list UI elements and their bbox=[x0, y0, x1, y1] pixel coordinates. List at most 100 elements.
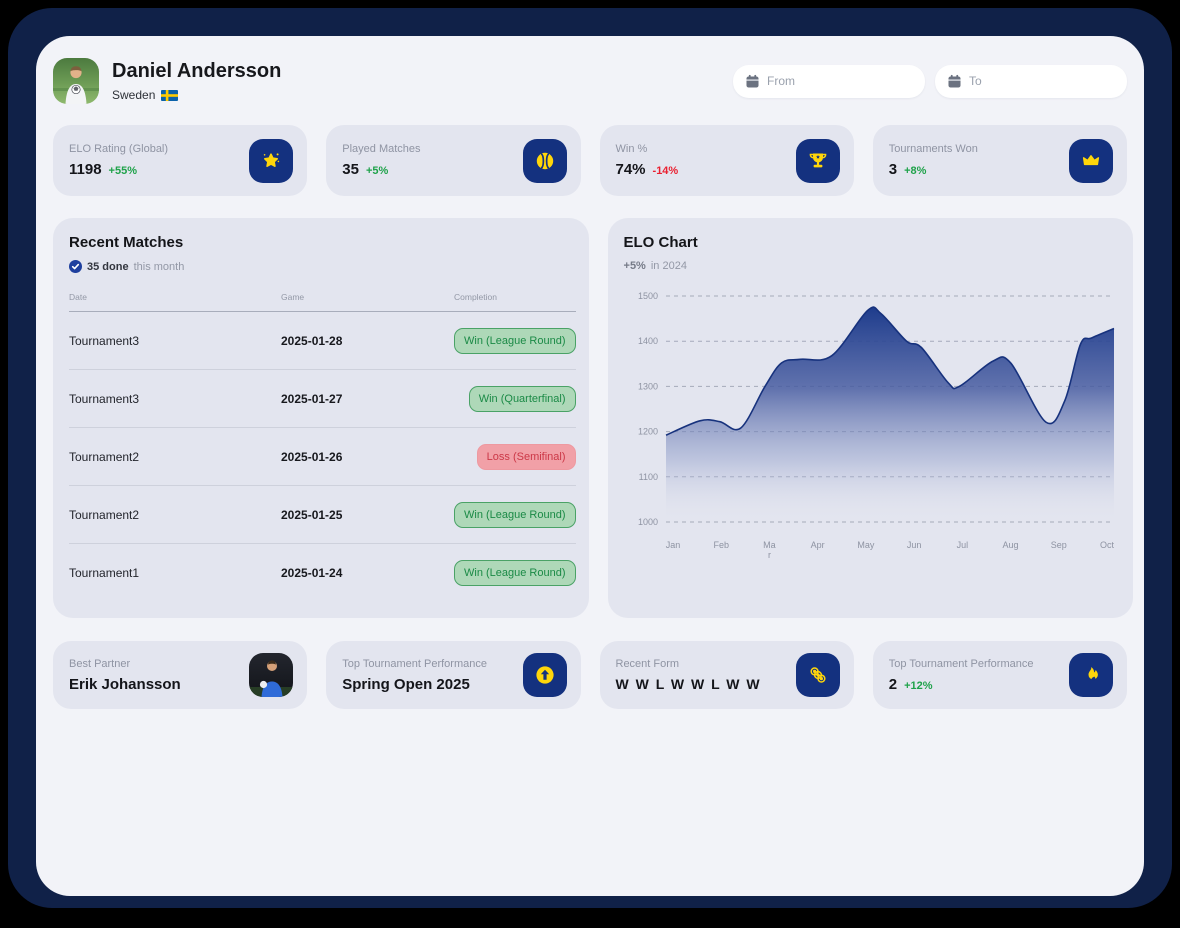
card-label: Best Partner bbox=[69, 657, 131, 670]
match-name: Tournament3 bbox=[69, 391, 140, 406]
stat-value: 35 bbox=[342, 161, 359, 178]
svg-text:Jan: Jan bbox=[665, 540, 680, 550]
arrow-up-circle-icon bbox=[522, 653, 567, 697]
svg-text:1400: 1400 bbox=[637, 336, 657, 346]
match-date: 2025-01-27 bbox=[281, 391, 343, 406]
svg-text:Apr: Apr bbox=[810, 540, 824, 550]
country-label: Sweden bbox=[112, 88, 156, 102]
partner-photo bbox=[249, 653, 294, 697]
tennis-ball-icon bbox=[522, 138, 567, 183]
svg-text:1500: 1500 bbox=[637, 291, 657, 301]
stat-card-win-percent: Win % 74% -14% bbox=[599, 125, 854, 196]
stat-delta: +55% bbox=[108, 165, 137, 177]
svg-text:Mar: Ma r bbox=[763, 540, 776, 560]
card-value: 2 bbox=[888, 675, 898, 693]
stat-card-tournaments-won: Tournaments Won 3 +8% bbox=[872, 125, 1127, 196]
recent-form-card: Recent Form W W L W W L W W bbox=[599, 641, 854, 709]
elo-period: in 2024 bbox=[650, 260, 687, 272]
match-name: Tournament3 bbox=[69, 333, 140, 348]
device-frame: Daniel Andersson Sweden bbox=[8, 8, 1172, 908]
svg-text:Jun: Jun bbox=[906, 540, 921, 550]
elo-delta: +5% bbox=[623, 260, 646, 272]
status-badge: Win (League Round) bbox=[454, 501, 576, 528]
stat-card-played-matches: Played Matches 35 +5% bbox=[326, 125, 581, 196]
stat-value: 1198 bbox=[69, 161, 102, 178]
match-name: Tournament2 bbox=[69, 449, 140, 464]
svg-text:Oct: Oct bbox=[1100, 540, 1115, 550]
stats-row: ELO Rating (Global) 1198 +55% bbox=[53, 125, 1127, 196]
card-label: Top Tournament Performance bbox=[342, 657, 487, 670]
avatar bbox=[53, 58, 99, 104]
stat-delta: +5% bbox=[365, 165, 389, 177]
recent-matches-panel: Recent Matches 35 done this month Date G… bbox=[53, 218, 589, 618]
elo-chart-subtitle: +5% in 2024 bbox=[624, 260, 1120, 272]
page-title: Daniel Andersson bbox=[112, 60, 282, 82]
bottom-cards-row: Best Partner Erik Johansson bbox=[53, 641, 1127, 709]
header: Daniel Andersson Sweden bbox=[53, 58, 1127, 104]
column-header-date: Date bbox=[69, 292, 87, 302]
matches-table-header: Date Game Completion bbox=[69, 292, 576, 312]
crown-icon bbox=[1069, 138, 1113, 183]
stat-value: 3 bbox=[888, 161, 898, 178]
table-row: Tournament1 2025-01-24 Win (League Round… bbox=[69, 544, 576, 601]
svg-text:Feb: Feb bbox=[713, 540, 729, 550]
elo-area-chart: 1000 1100 1200 1300 1400 1500 Jan Feb Ma r Apr May J… bbox=[637, 291, 1115, 560]
star-icon bbox=[249, 138, 294, 183]
recent-matches-subtitle: 35 done this month bbox=[69, 260, 576, 273]
column-header-completion: Completion bbox=[454, 292, 497, 302]
date-from-input[interactable] bbox=[733, 64, 925, 98]
svg-text:Jul: Jul bbox=[956, 540, 968, 550]
status-badge: Win (League Round) bbox=[454, 327, 576, 354]
match-date: 2025-01-28 bbox=[281, 333, 343, 348]
flame-icon bbox=[1069, 653, 1113, 697]
card-value: Spring Open 2025 bbox=[342, 675, 470, 693]
stat-label: Played Matches bbox=[342, 143, 421, 155]
svg-text:1300: 1300 bbox=[637, 381, 657, 391]
match-name: Tournament2 bbox=[69, 507, 140, 522]
card-label: Top Tournament Performance bbox=[888, 657, 1034, 670]
svg-text:Aug: Aug bbox=[1002, 540, 1018, 550]
calendar-icon bbox=[948, 74, 961, 88]
table-row: Tournament3 2025-01-27 Win (Quarterfinal… bbox=[69, 370, 576, 428]
check-circle-icon bbox=[69, 260, 82, 273]
column-header-game: Game bbox=[281, 292, 305, 302]
stat-value: 74% bbox=[615, 161, 646, 178]
svg-text:1200: 1200 bbox=[637, 427, 657, 437]
table-row: Tournament2 2025-01-25 Win (League Round… bbox=[69, 486, 576, 544]
card-value: W W L W W L W W bbox=[615, 676, 762, 692]
dashboard-panel: Daniel Andersson Sweden bbox=[36, 36, 1144, 896]
card-value: Erik Johansson bbox=[69, 675, 181, 693]
svg-text:1000: 1000 bbox=[637, 517, 657, 527]
stat-label: Win % bbox=[615, 143, 648, 155]
main-panels: Recent Matches 35 done this month Date G… bbox=[53, 218, 1133, 618]
top-performance-card: Top Tournament Performance Spring Open 2… bbox=[326, 641, 581, 709]
status-badge: Loss (Semifinal) bbox=[476, 443, 576, 470]
card-delta: +12% bbox=[904, 679, 933, 692]
medal-chain-icon bbox=[795, 653, 840, 697]
table-row: Tournament3 2025-01-28 Win (League Round… bbox=[69, 312, 576, 370]
sweden-flag-icon bbox=[161, 89, 179, 101]
svg-text:Sep: Sep bbox=[1050, 540, 1066, 550]
date-to-input[interactable] bbox=[935, 64, 1127, 98]
top-performance-count-card: Top Tournament Performance 2 +12% bbox=[872, 641, 1127, 709]
stat-card-elo-rating: ELO Rating (Global) 1198 +55% bbox=[53, 125, 308, 196]
date-from-field bbox=[733, 64, 925, 98]
svg-text:May: May bbox=[857, 540, 875, 550]
status-badge: Win (Quarterfinal) bbox=[468, 385, 576, 412]
elo-chart-panel: ELO Chart +5% in 2024 1000 1100 1200 1300 14… bbox=[607, 218, 1133, 618]
trophy-icon bbox=[795, 138, 840, 183]
matches-done-period: this month bbox=[133, 260, 185, 273]
stat-delta: -14% bbox=[652, 165, 679, 177]
recent-matches-title: Recent Matches bbox=[69, 234, 184, 251]
table-row: Tournament2 2025-01-26 Loss (Semifinal) bbox=[69, 428, 576, 486]
match-name: Tournament1 bbox=[69, 565, 140, 580]
card-label: Recent Form bbox=[615, 658, 680, 670]
date-range-filters bbox=[733, 64, 1127, 98]
match-date: 2025-01-25 bbox=[281, 507, 343, 522]
status-badge: Win (League Round) bbox=[454, 559, 576, 586]
calendar-icon bbox=[746, 74, 759, 88]
svg-text:1100: 1100 bbox=[638, 472, 657, 482]
stat-label: ELO Rating (Global) bbox=[69, 143, 169, 155]
best-partner-card: Best Partner Erik Johansson bbox=[53, 641, 308, 709]
player-country: Sweden bbox=[112, 88, 281, 102]
